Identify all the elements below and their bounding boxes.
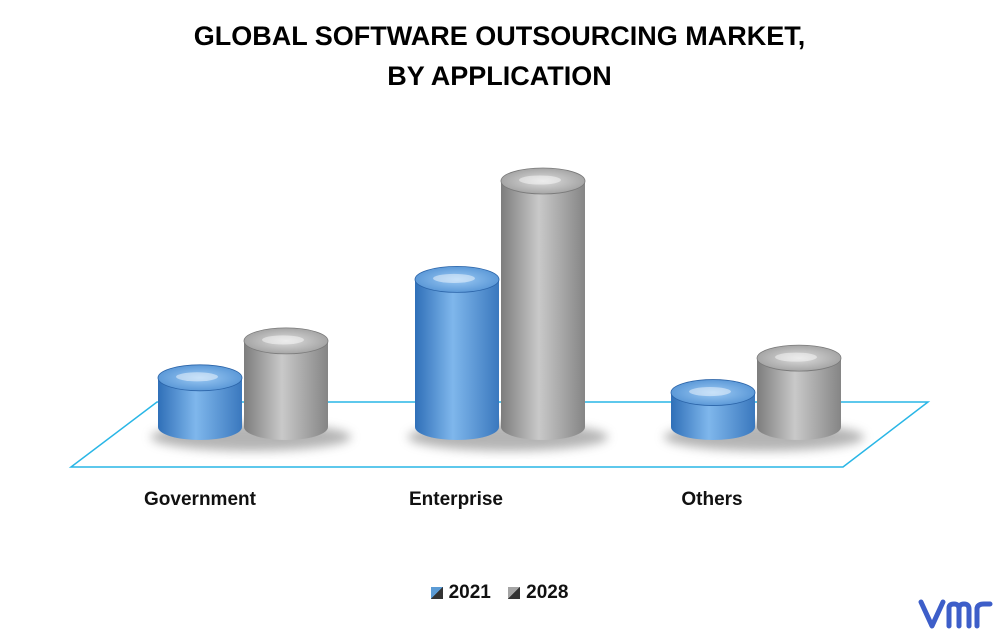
- bar-top: [756, 344, 842, 372]
- category-label-others: Others: [681, 489, 742, 510]
- bar-body: [501, 181, 585, 440]
- legend-swatch-2028: [508, 587, 521, 599]
- chart-title-line-2: BY APPLICATION: [387, 61, 612, 91]
- legend-item-2028: 2028: [508, 582, 568, 604]
- legend-item-2021: 2021: [430, 582, 491, 604]
- bar-body: [757, 358, 841, 440]
- bar-top: [414, 265, 500, 293]
- bar-others-2021: [670, 379, 756, 440]
- chart-title-line-1: GLOBAL SOFTWARE OUTSOURCING MARKET,: [193, 21, 806, 51]
- bar-top: [670, 379, 756, 406]
- bar-top: [500, 167, 586, 195]
- legend-label-2021: 2021: [448, 582, 491, 603]
- bar-highlight: [519, 175, 561, 185]
- category-labels: Government Enterprise Others: [144, 489, 743, 510]
- bar-highlight: [433, 273, 475, 283]
- bar-highlight: [775, 352, 817, 362]
- bar-government-2021: [157, 364, 243, 440]
- bar-government-2028: [243, 327, 329, 440]
- legend: 2021 2028: [0, 582, 999, 605]
- chart-title: GLOBAL SOFTWARE OUTSOURCING MARKET, BY A…: [0, 16, 999, 96]
- bar-body: [158, 377, 242, 440]
- bars: [157, 167, 842, 440]
- bar-enterprise-2021: [414, 265, 500, 440]
- vmr-logo: [918, 599, 993, 629]
- bar-others-2028: [756, 344, 842, 440]
- bar-highlight: [176, 372, 218, 382]
- category-label-enterprise: Enterprise: [409, 489, 503, 510]
- bar-body: [244, 340, 328, 440]
- bar-highlight: [262, 335, 304, 345]
- bar-top: [157, 364, 243, 392]
- bar-body: [671, 392, 755, 440]
- category-label-government: Government: [144, 489, 257, 510]
- bar-top: [243, 327, 329, 355]
- legend-label-2028: 2028: [526, 582, 569, 603]
- bar-enterprise-2028: [500, 167, 586, 440]
- legend-swatch-2021: [430, 587, 443, 599]
- bar-body: [415, 279, 499, 440]
- bar-highlight: [689, 387, 731, 397]
